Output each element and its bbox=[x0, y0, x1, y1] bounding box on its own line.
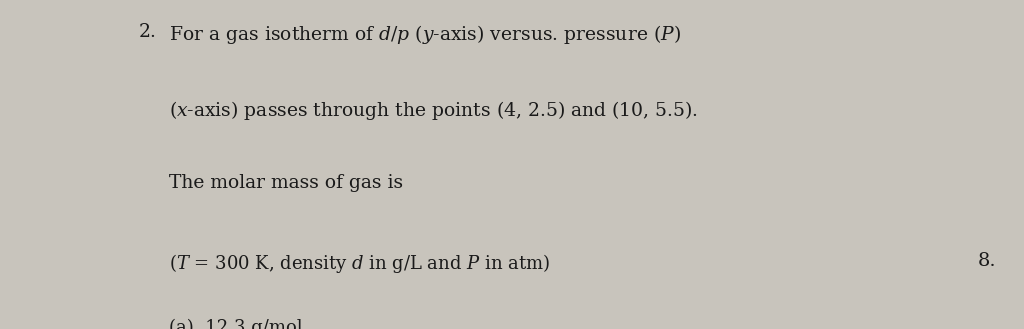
Text: For a gas isotherm of $d/p$ ($y$-axis) versus. pressure ($P$): For a gas isotherm of $d/p$ ($y$-axis) v… bbox=[169, 23, 681, 46]
Text: The molar mass of gas is: The molar mass of gas is bbox=[169, 174, 403, 192]
Text: 8.: 8. bbox=[978, 252, 996, 270]
Text: ($T$ = 300 K, density $d$ in g/L and $P$ in atm): ($T$ = 300 K, density $d$ in g/L and $P$… bbox=[169, 252, 550, 275]
Text: ($x$-axis) passes through the points (4, 2.5) and (10, 5.5).: ($x$-axis) passes through the points (4,… bbox=[169, 99, 698, 122]
Text: 2.: 2. bbox=[138, 23, 156, 41]
Text: (a)  12.3 g/mol: (a) 12.3 g/mol bbox=[169, 319, 302, 329]
